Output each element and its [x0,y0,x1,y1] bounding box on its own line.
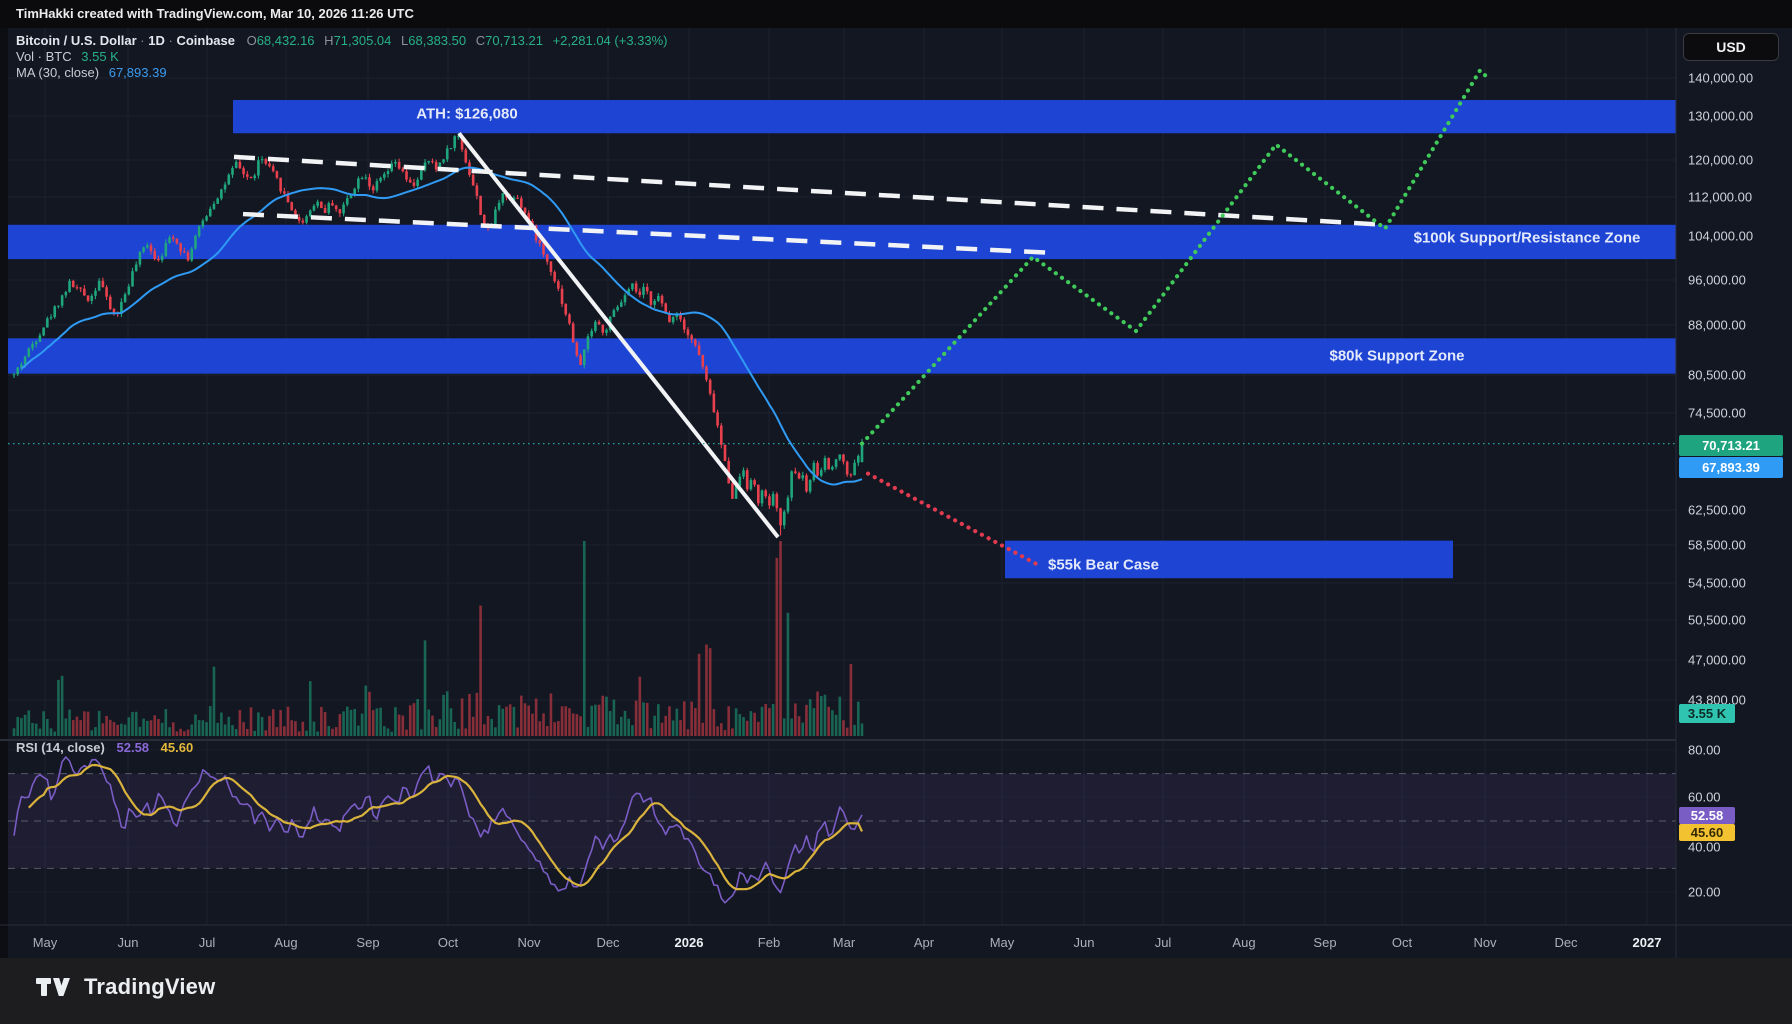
price-axis-label: 96,000.00 [1688,272,1746,288]
zone-80k-label[interactable]: $80k Support Zone [1329,347,1465,365]
time-axis-label: Sep [356,935,380,950]
low-label: L [401,33,409,48]
symbol-legend: Bitcoin / U.S. Dollar · 1D · Coinbase O6… [16,33,668,81]
legend-separator: · [140,33,145,48]
time-axis-label: Nov [517,935,541,950]
symbol-interval: 1D [148,33,165,48]
time-axis-label: 2027 [1632,935,1662,950]
time-axis-label: Nov [1473,935,1497,950]
time-axis-label: Sep [1313,935,1337,950]
low-value: 68,383.50 [408,33,467,48]
high-value: 71,305.04 [333,33,392,48]
overlay-lines-layer [8,68,1676,569]
attribution-text: TimHakki created with TradingView.com, M… [16,6,414,21]
grid-layer [8,28,1676,925]
time-axis-label: May [989,935,1015,950]
zones-layer [8,100,1676,579]
price-axis-label: 47,000.00 [1688,652,1746,668]
ma-price-badge: 67,893.39 [1679,456,1783,478]
volume-value: 3.55 K [81,49,119,64]
tradingview-logo-icon [36,978,70,996]
currency-button[interactable]: USD [1683,33,1779,61]
volume-badge: 3.55 K [1679,703,1735,723]
tradingview-brand[interactable]: TradingView [36,974,215,1000]
time-axis-label: Jun [117,935,139,950]
footer-bar: TradingView [0,958,1792,1024]
rsi-layer [13,756,863,904]
rsi-axis-label: 60.00 [1688,789,1721,805]
price-axis-label: 88,000.00 [1688,317,1746,333]
time-axis-label: Jun [1073,935,1095,950]
rsi-axis-label: 80.00 [1688,742,1721,758]
time-axis-label: Dec [1554,935,1578,950]
high-label: H [324,33,334,48]
last-price-badge: 70,713.21 [1679,434,1783,456]
time-axis-label: Aug [1232,935,1256,950]
rsi-legend-row[interactable]: RSI (14, close) 52.58 45.60 [16,740,193,756]
time-axis-label: Apr [913,935,935,950]
time-axis-label: May [32,935,58,950]
volume-layer [12,541,864,736]
ath-zone-label[interactable]: ATH: $126,080 [416,105,518,123]
time-axis-label: Oct [1391,935,1413,950]
candles-layer [12,133,864,536]
change-value: +2,281.04 (+3.33%) [552,33,668,48]
close-value: 70,713.21 [485,33,543,48]
time-axis-label: Oct [437,935,459,950]
rsi-axis-label: 40.00 [1688,839,1721,855]
price-axis-label: 112,000.00 [1688,189,1753,205]
legend-separator: · [168,33,173,48]
open-value: 68,432.16 [256,33,315,48]
time-axis-label: Feb [757,935,781,950]
attribution-bar: TimHakki created with TradingView.com, M… [0,0,1792,28]
time-axis-label: 2026 [674,935,704,950]
price-axis-label: 50,500.00 [1688,612,1746,628]
close-label: C [475,33,486,48]
price-axis-label: 54,500.00 [1688,575,1746,591]
price-axis-label: 120,000.00 [1688,152,1754,168]
symbol-exchange: Coinbase [176,33,235,48]
time-axis-label: Jul [198,935,216,950]
rsi-label: RSI (14, close) [16,740,105,755]
rsi-ma-value-badge: 45.60 [1679,823,1735,841]
bear-case-label[interactable]: $55k Bear Case [1048,556,1159,574]
ma-value: 67,893.39 [108,65,167,80]
volume-legend-row[interactable]: Vol · BTC 3.55 K [16,49,668,65]
symbol-legend-row[interactable]: Bitcoin / U.S. Dollar · 1D · Coinbase O6… [16,33,668,49]
price-axis-label: 104,000.00 [1688,228,1754,244]
time-axis-label: Jul [1154,935,1172,950]
ma-legend-row[interactable]: MA (30, close) 67,893.39 [16,65,668,81]
ma-label: MA (30, close) [16,65,100,80]
rsi-ma-value: 45.60 [160,740,194,755]
zone-100k-label[interactable]: $100k Support/Resistance Zone [1413,229,1641,247]
volume-label: Vol · BTC [16,49,72,64]
price-axis-label: 58,500.00 [1688,537,1746,553]
rsi-value-badge: 52.58 [1679,806,1735,824]
price-axis-label: 74,500.00 [1688,405,1746,421]
panel-chrome-layer [0,28,1792,958]
symbol-name: Bitcoin / U.S. Dollar [16,33,137,48]
time-axis-label: Dec [596,935,620,950]
rsi-axis-label: 20.00 [1688,884,1721,900]
price-axis-label: 80,500.00 [1688,367,1746,383]
open-label: O [246,33,257,48]
time-axis-label: Aug [274,935,298,950]
price-axis-label: 62,500.00 [1688,502,1746,518]
price-axis-label: 140,000.00 [1688,70,1754,86]
brand-name: TradingView [84,974,216,999]
price-axis-label: 130,000.00 [1688,108,1754,124]
rsi-value: 52.58 [116,740,150,755]
time-axis-label: Mar [832,935,856,950]
